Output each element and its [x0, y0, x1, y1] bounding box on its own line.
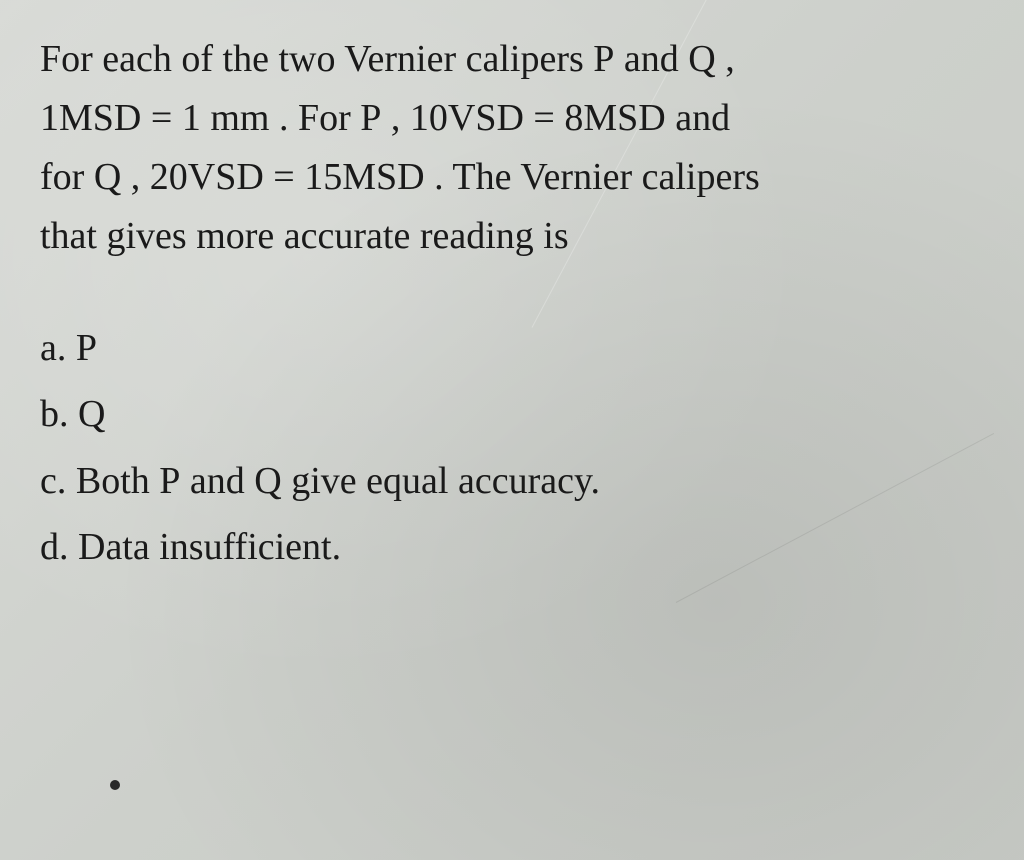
question-line3-text1: for: [40, 156, 94, 198]
option-d-label: d.: [40, 526, 69, 568]
question-line4: that gives more accurate reading is: [40, 215, 569, 257]
expr-10vsd: 10VSD: [410, 97, 524, 139]
option-c-label: c.: [40, 460, 66, 502]
option-c[interactable]: c. Both P and Q give equal accuracy.: [40, 449, 984, 514]
option-b-text: Q: [78, 393, 105, 435]
symbol-q-1: Q: [688, 38, 715, 80]
options-list: a. P b. Q c. Both P and Q give equal acc…: [40, 316, 984, 580]
expr-eq3: =: [264, 156, 304, 198]
question-line2-text1: . For: [269, 97, 360, 139]
option-d-text: Data insufficient.: [78, 526, 341, 568]
question-line3-text3: . The Vernier calipers: [425, 156, 760, 198]
expr-1mm: 1 mm: [182, 97, 270, 139]
option-a-text: P: [76, 327, 97, 369]
question-line1-text2: and: [614, 38, 688, 80]
option-c-p: P: [159, 460, 180, 502]
question-line1-text1: For each of the two Vernier calipers: [40, 38, 593, 80]
option-d[interactable]: d. Data insufficient.: [40, 515, 984, 580]
option-c-prefix: Both: [76, 460, 159, 502]
option-a-label: a.: [40, 327, 66, 369]
symbol-p-1: P: [593, 38, 614, 80]
expr-15msd: 15MSD: [304, 156, 424, 198]
question-line2-text3: and: [666, 97, 730, 139]
question-line1-text3: ,: [716, 38, 735, 80]
option-c-mid: and: [180, 460, 254, 502]
expr-eq1: =: [141, 97, 181, 139]
question-line3-text2: ,: [121, 156, 150, 198]
expr-1msd: 1MSD: [40, 97, 141, 139]
option-c-q: Q: [254, 460, 281, 502]
question-line2-text2: ,: [381, 97, 410, 139]
symbol-q-2: Q: [94, 156, 121, 198]
option-a[interactable]: a. P: [40, 316, 984, 381]
option-b[interactable]: b. Q: [40, 382, 984, 447]
expr-20vsd: 20VSD: [150, 156, 264, 198]
option-b-label: b.: [40, 393, 69, 435]
dot-mark-icon: [110, 780, 120, 790]
option-c-suffix: give equal accuracy.: [282, 460, 600, 502]
expr-8msd: 8MSD: [564, 97, 665, 139]
option-c-text: Both P and Q give equal accuracy.: [76, 460, 600, 502]
symbol-p-2: P: [360, 97, 381, 139]
question-stem: For each of the two Vernier calipers P a…: [40, 30, 984, 266]
expr-eq2: =: [524, 97, 564, 139]
